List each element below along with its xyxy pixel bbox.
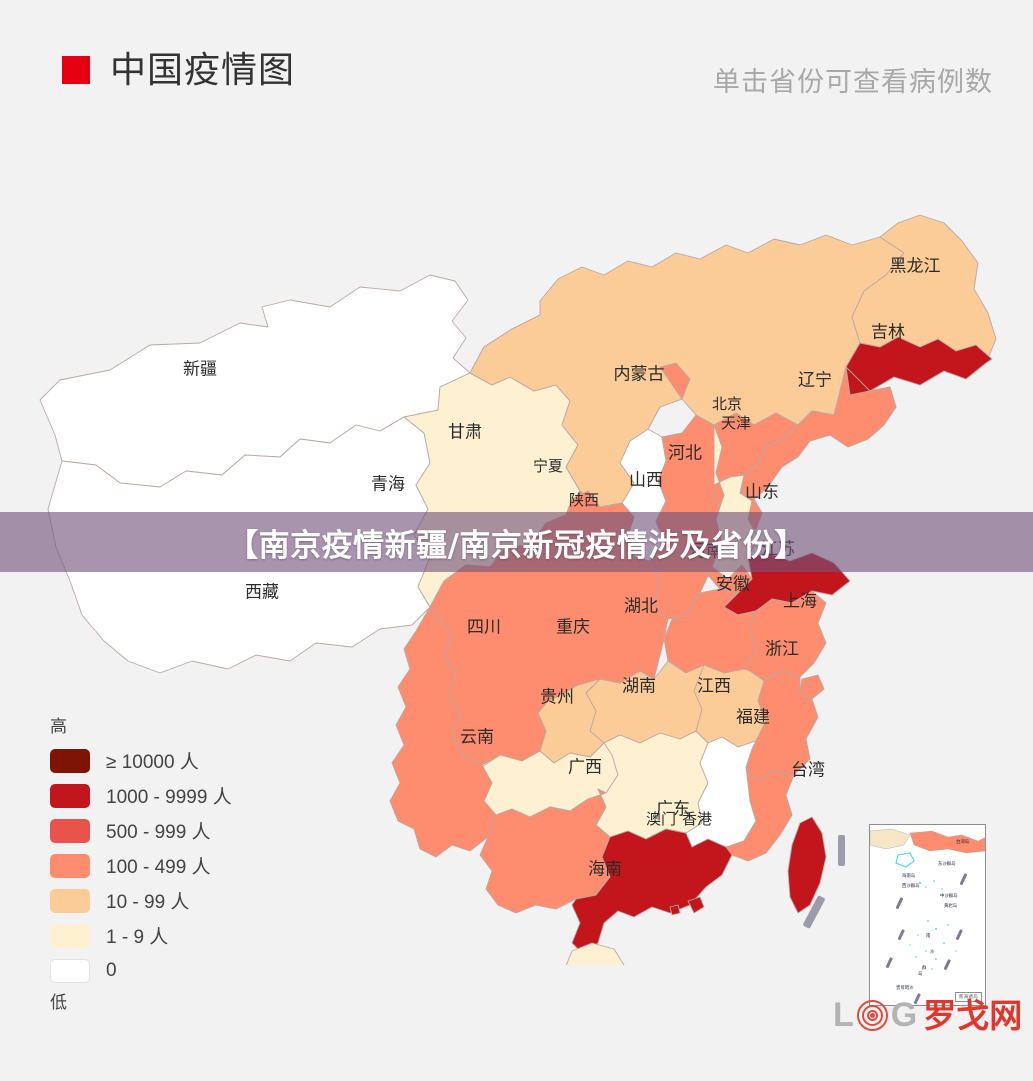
svg-text:东沙群岛: 东沙群岛 bbox=[938, 860, 956, 867]
province-taiwan[interactable] bbox=[788, 817, 826, 913]
legend-swatch bbox=[50, 783, 90, 808]
radar-icon bbox=[856, 999, 888, 1031]
svg-text:群: 群 bbox=[922, 964, 927, 971]
svg-text:中沙群岛: 中沙群岛 bbox=[940, 892, 958, 899]
province-hainan[interactable] bbox=[564, 943, 624, 965]
page-title: 中国疫情图 bbox=[110, 49, 296, 90]
legend-label: ≥ 10000 人 bbox=[106, 752, 199, 773]
legend-item[interactable]: 0 bbox=[50, 953, 280, 988]
province-fujian[interactable] bbox=[726, 767, 794, 861]
province-anhui[interactable] bbox=[694, 665, 766, 747]
legend-swatch bbox=[50, 888, 90, 913]
legend-swatch bbox=[50, 748, 90, 773]
map-legend: 高 ≥ 10000 人 1000 - 9999 人 500 - 999 人 10… bbox=[50, 718, 280, 1011]
legend-item[interactable]: 10 - 99 人 bbox=[50, 883, 280, 918]
site-logo: L G 罗戈网 bbox=[833, 995, 1022, 1035]
legend-item[interactable]: 500 - 999 人 bbox=[50, 813, 280, 848]
legend-label: 100 - 499 人 bbox=[106, 857, 211, 878]
svg-text:黄岩岛: 黄岩岛 bbox=[944, 902, 958, 909]
title-group: 中国疫情图 bbox=[62, 52, 295, 88]
legend-label: 500 - 999 人 bbox=[106, 822, 211, 843]
province-hongkong[interactable] bbox=[688, 897, 704, 913]
legend-low-label: 低 bbox=[50, 993, 67, 1012]
inset-svg: 台湾岛 东沙群岛 海南岛 西沙群岛 中沙群岛 黄岩岛 南 沙 群 岛 曾母暗沙 bbox=[870, 825, 985, 1005]
svg-text:沙: 沙 bbox=[930, 949, 935, 955]
svg-text:南: 南 bbox=[926, 932, 931, 939]
province-jilin[interactable] bbox=[846, 337, 992, 395]
svg-text:西沙群岛: 西沙群岛 bbox=[902, 882, 920, 889]
svg-text:曾母暗沙: 曾母暗沙 bbox=[896, 984, 914, 991]
legend-label: 10 - 99 人 bbox=[106, 892, 190, 913]
logo-letter-l: L bbox=[833, 996, 854, 1034]
logo-brand-cn: 罗戈网 bbox=[923, 995, 1023, 1035]
overlay-banner: 【南京疫情新疆/南京新冠疫情涉及省份】 bbox=[0, 512, 1033, 572]
legend-item[interactable]: 100 - 499 人 bbox=[50, 848, 280, 883]
legend-high-label: 高 bbox=[50, 717, 67, 736]
legend-swatch bbox=[50, 958, 90, 983]
svg-text:岛: 岛 bbox=[918, 970, 923, 977]
page-header: 中国疫情图 单击省份可查看病例数 bbox=[0, 0, 1033, 130]
legend-swatch bbox=[50, 818, 90, 843]
legend-swatch bbox=[50, 853, 90, 878]
map-hint-text: 单击省份可查看病例数 bbox=[713, 67, 993, 97]
legend-item[interactable]: 1000 - 9999 人 bbox=[50, 778, 280, 813]
logo-letter-g: G bbox=[890, 996, 918, 1034]
province-yunnan[interactable] bbox=[390, 607, 496, 857]
sea-chart-marks bbox=[803, 835, 845, 929]
legend-swatch bbox=[50, 923, 90, 948]
province-hunan[interactable] bbox=[596, 731, 708, 839]
legend-item[interactable]: 1 - 9 人 bbox=[50, 918, 280, 953]
province-jiangsu[interactable] bbox=[744, 591, 826, 681]
south-china-sea-inset[interactable]: 台湾岛 东沙群岛 海南岛 西沙群岛 中沙群岛 黄岩岛 南 沙 群 岛 曾母暗沙 bbox=[869, 824, 986, 1006]
svg-text:台湾岛: 台湾岛 bbox=[956, 838, 970, 845]
legend-label: 1000 - 9999 人 bbox=[106, 787, 232, 808]
legend-label: 1 - 9 人 bbox=[106, 927, 169, 948]
province-macau[interactable] bbox=[670, 905, 680, 915]
svg-text:海南岛: 海南岛 bbox=[902, 872, 916, 879]
red-square-icon bbox=[62, 56, 90, 84]
legend-label: 0 bbox=[106, 959, 117, 981]
inset-caption: 南海诸岛 bbox=[954, 992, 982, 1002]
province-guangdong[interactable] bbox=[572, 829, 732, 955]
banner-title: 【南京疫情新疆/南京新冠疫情涉及省份】 bbox=[227, 527, 806, 564]
legend-item[interactable]: ≥ 10000 人 bbox=[50, 743, 280, 778]
